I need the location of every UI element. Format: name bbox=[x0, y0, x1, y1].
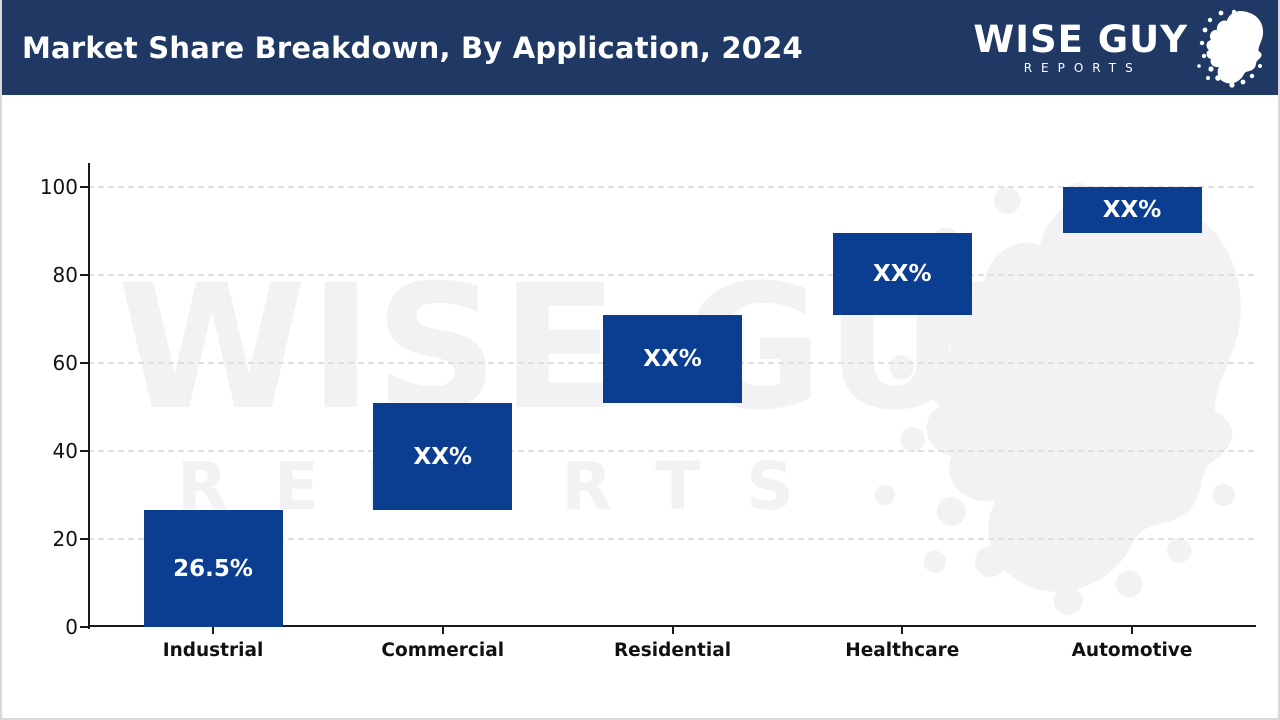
y-axis-line bbox=[88, 163, 90, 629]
y-tick-60 bbox=[80, 362, 88, 364]
x-tick-commercial bbox=[441, 627, 444, 634]
gridline-40 bbox=[88, 450, 1256, 452]
x-axis-line bbox=[88, 625, 1256, 627]
x-tick-industrial bbox=[212, 627, 214, 634]
bar-label-residential: XX% bbox=[643, 345, 702, 372]
gridline-100 bbox=[88, 186, 1256, 188]
y-tick-label-20: 20 bbox=[52, 527, 78, 551]
logo-wordmark-main: WISE GUY bbox=[973, 17, 1188, 61]
gridline-20 bbox=[88, 538, 1256, 540]
logo-face-icon bbox=[1197, 9, 1264, 88]
y-tick-40 bbox=[80, 450, 88, 452]
bar-label-automotive: XX% bbox=[1102, 197, 1162, 224]
x-tick-healthcare bbox=[901, 627, 904, 634]
y-tick-100 bbox=[80, 186, 88, 188]
bar-residential bbox=[603, 314, 742, 403]
logo-wordmark-sub: REPORTS bbox=[1023, 60, 1142, 75]
y-tick-label-40: 40 bbox=[52, 439, 78, 463]
y-tick-label-80: 80 bbox=[52, 263, 78, 287]
y-tick-label-100: 100 bbox=[39, 175, 78, 199]
bar-commercial bbox=[373, 402, 513, 511]
bar-industrial bbox=[143, 510, 283, 627]
x-tick-label-automotive: Automotive bbox=[1071, 640, 1193, 661]
bar-label-healthcare: XX% bbox=[872, 260, 932, 287]
wiseguy-logo: WISE GUY REPORTS bbox=[973, 8, 1278, 88]
bar-label-commercial: XX% bbox=[413, 443, 472, 470]
x-tick-label-healthcare: Healthcare bbox=[845, 640, 960, 661]
gridline-80 bbox=[88, 274, 1256, 276]
y-tick-80 bbox=[80, 274, 88, 276]
y-tick-label-60: 60 bbox=[52, 351, 78, 375]
watermark-line2: REPORTS bbox=[177, 448, 1093, 525]
x-tick-label-residential: Residential bbox=[613, 640, 732, 661]
x-tick-automotive bbox=[1131, 627, 1133, 634]
y-tick-20 bbox=[80, 538, 88, 540]
logo-wordmark: WISE GUY REPORTS bbox=[973, 21, 1188, 75]
watermark-face bbox=[874, 182, 1241, 615]
header-bar: Market Share Breakdown, By Application, … bbox=[2, 0, 1278, 95]
y-tick-label-0: 0 bbox=[65, 615, 78, 639]
chart-title: Market Share Breakdown, By Application, … bbox=[22, 30, 803, 65]
x-tick-residential bbox=[671, 627, 674, 634]
bar-label-industrial: 26.5% bbox=[173, 555, 253, 582]
x-tick-label-commercial: Commercial bbox=[381, 640, 505, 661]
y-tick-0 bbox=[80, 626, 88, 628]
x-tick-label-industrial: Industrial bbox=[162, 640, 264, 661]
